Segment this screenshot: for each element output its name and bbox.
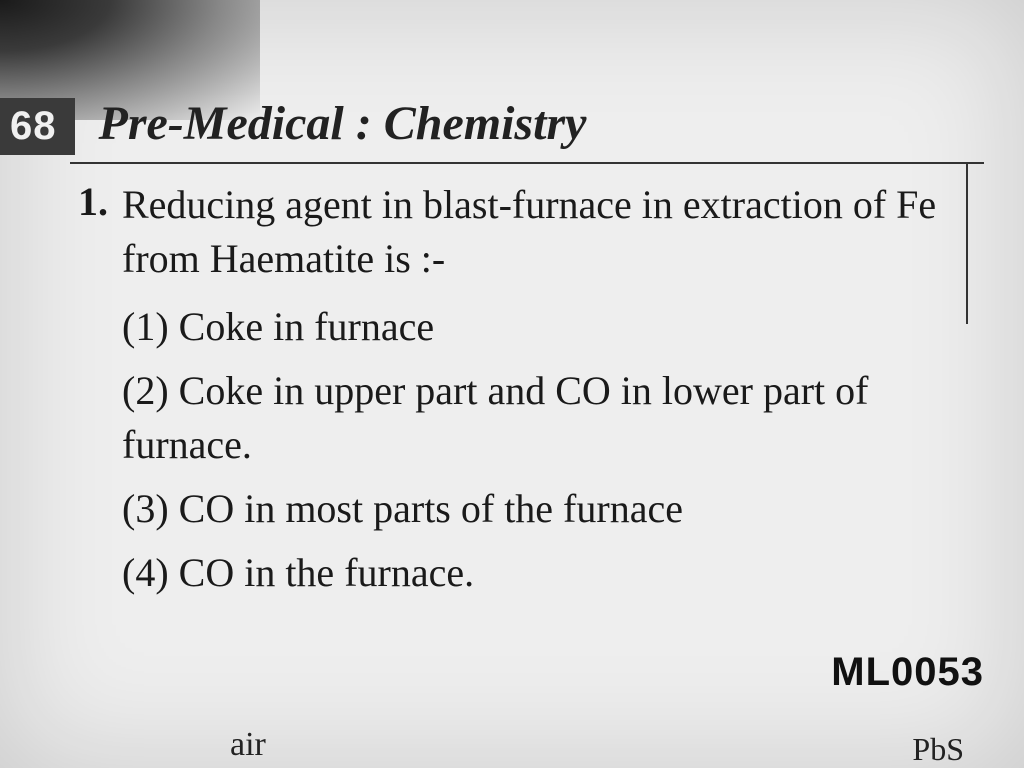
page-surface: 68 Pre-Medical : Chemistry 1. Reducing a… [0,0,1024,768]
question-row: 1. Reducing agent in blast-furnace in ex… [60,178,946,286]
question-code: ML0053 [831,650,984,695]
vertical-rule [966,164,968,324]
section-title: Pre-Medical : Chemistry [99,96,587,151]
option-4: (4) CO in the furnace. [122,546,946,600]
bottom-chem-fragment: PbS [912,731,964,768]
page-number-badge: 68 [0,98,75,155]
option-2: (2) Coke in upper part and CO in lower p… [122,364,946,472]
bottom-text-fragment: air [230,726,266,764]
question-block: 1. Reducing agent in blast-furnace in ex… [60,178,946,610]
horizontal-rule [70,162,984,164]
option-1: (1) Coke in furnace [122,300,946,354]
header-row: 68 Pre-Medical : Chemistry [0,96,1024,155]
option-3: (3) CO in most parts of the furnace [122,482,946,536]
question-text: Reducing agent in blast-furnace in extra… [122,178,946,286]
options-list: (1) Coke in furnace (2) Coke in upper pa… [122,300,946,600]
question-number: 1. [60,178,122,225]
